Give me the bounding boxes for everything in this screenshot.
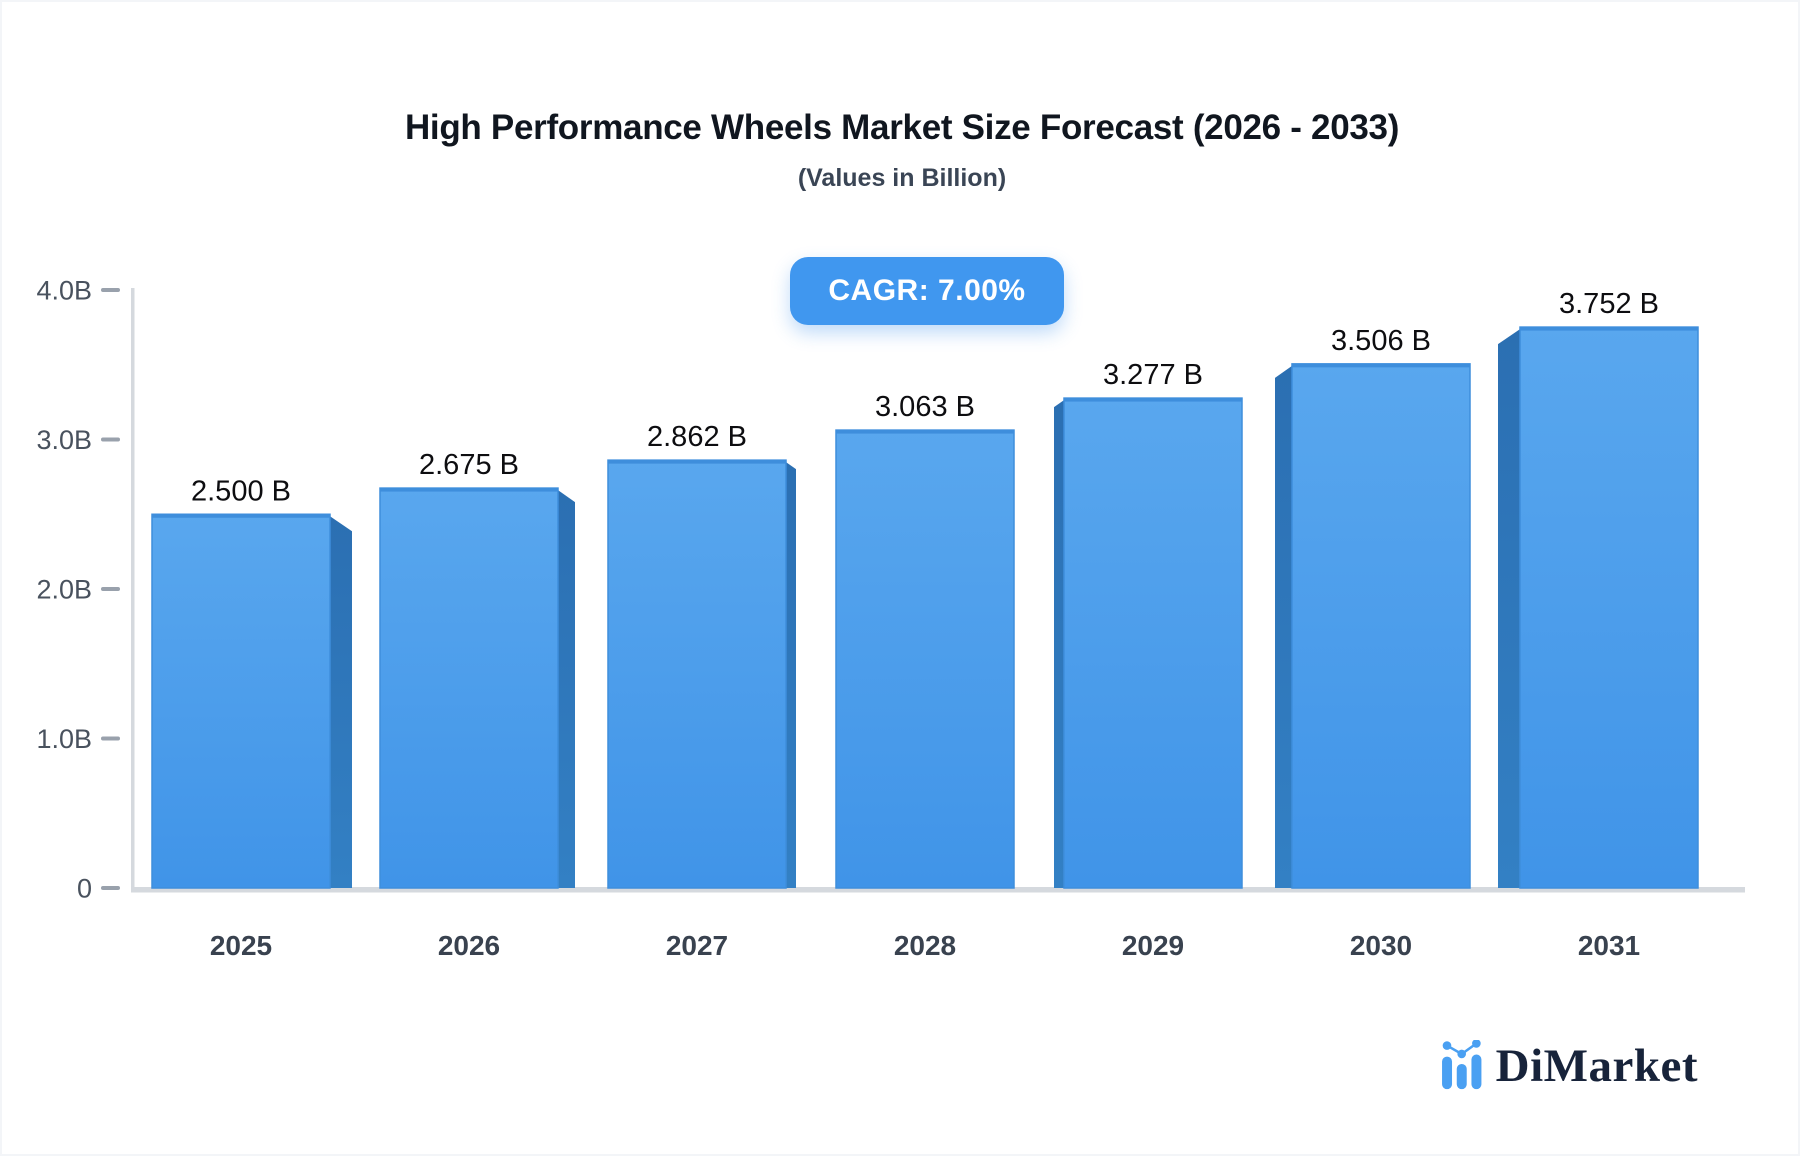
y-axis-tick: [101, 736, 120, 741]
y-axis-tick-label: 3.0B: [36, 425, 92, 455]
bar-2031: [1519, 326, 1699, 889]
bar-2026: [379, 487, 559, 889]
bar-side-2029: [1054, 400, 1064, 888]
bar-top-edge-2025: [152, 514, 330, 518]
y-axis-tick-label: 2.0B: [36, 575, 92, 605]
y-axis-tick-label: 1.0B: [36, 724, 92, 754]
bar-2028: [835, 429, 1015, 889]
bar-value-label-2031: 3.752 B: [1559, 288, 1659, 320]
bar-2030: [1291, 363, 1471, 889]
bar-value-label-2029: 3.277 B: [1103, 359, 1203, 391]
x-axis-label-2025: 2025: [210, 930, 272, 961]
cagr-badge: CAGR: 7.00%: [790, 257, 1064, 325]
y-axis-tick-label: 0: [77, 874, 92, 904]
x-axis-label-2028: 2028: [894, 930, 956, 961]
bar-side-2030: [1275, 365, 1292, 888]
cagr-badge-label: CAGR: 7.00%: [828, 274, 1026, 307]
bar-top-edge-2029: [1064, 398, 1242, 402]
bar-value-label-2025: 2.500 B: [191, 475, 291, 507]
y-axis-tick: [101, 886, 120, 890]
bar-top-edge-2028: [836, 430, 1014, 434]
y-axis-tick: [101, 288, 120, 292]
x-axis-label-2031: 2031: [1578, 930, 1640, 961]
bar-side-2025: [330, 516, 352, 888]
labels-layer: 2.500 B 2025 2.675 B 2026 2.862 B 2027 3.063 B…: [191, 288, 1659, 961]
bar-value-label-2026: 2.675 B: [419, 449, 519, 481]
bar-side-2031: [1498, 329, 1520, 888]
chart-title: High Performance Wheels Market Size Fore…: [404, 108, 1400, 147]
x-axis-label-2027: 2027: [666, 930, 728, 961]
bar-top-edge-2027: [608, 460, 786, 464]
x-axis-label-2030: 2030: [1350, 930, 1412, 961]
bar-top-edge-2030: [1292, 363, 1470, 368]
y-axis-tick: [101, 437, 120, 442]
y-axis-tick-label: 4.0B: [36, 276, 92, 306]
chart-subtitle: (Values in Billion): [797, 164, 1007, 192]
bar-top-edge-2026: [380, 488, 558, 492]
x-axis-baseline: [131, 887, 1745, 893]
y-axis-tick: [101, 587, 120, 591]
y-axis-line: [131, 288, 135, 892]
mini-bar-line-chart-icon: [1441, 1040, 1482, 1090]
bar-2029: [1063, 397, 1243, 889]
x-axis-label-2026: 2026: [438, 930, 500, 961]
x-axis-label-2029: 2029: [1122, 930, 1184, 961]
brand-logo: DiMarket: [1441, 1040, 1698, 1090]
bar-value-label-2027: 2.862 B: [647, 421, 747, 453]
bars-layer: [151, 326, 1699, 889]
bar-side-2027: [786, 462, 796, 888]
bar-2025: [151, 513, 331, 889]
bar-side-2026: [558, 490, 575, 888]
bar-2027: [607, 459, 787, 889]
axes-layer: 4.0B 3.0B 2.0B 1.0B 0: [36, 276, 1745, 904]
bar-value-label-2028: 3.063 B: [875, 391, 975, 423]
bar-value-label-2030: 3.506 B: [1331, 325, 1431, 357]
brand-name: DiMarket: [1495, 1040, 1698, 1092]
bar-top-edge-2031: [1520, 327, 1698, 331]
